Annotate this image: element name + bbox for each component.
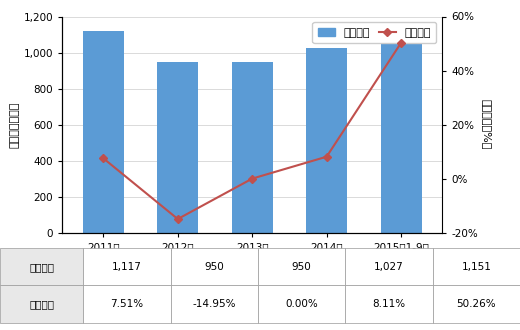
- Y-axis label: 同比增速（%）: 同比增速（%）: [482, 99, 492, 150]
- Bar: [158, 61, 198, 233]
- Bar: [381, 25, 422, 233]
- Y-axis label: 出口数量（台）: 出口数量（台）: [9, 101, 20, 148]
- Bar: [306, 48, 347, 233]
- Legend: 出口数量, 同比增长: 出口数量, 同比增长: [313, 22, 436, 43]
- Bar: [83, 31, 124, 233]
- Bar: [232, 61, 272, 233]
